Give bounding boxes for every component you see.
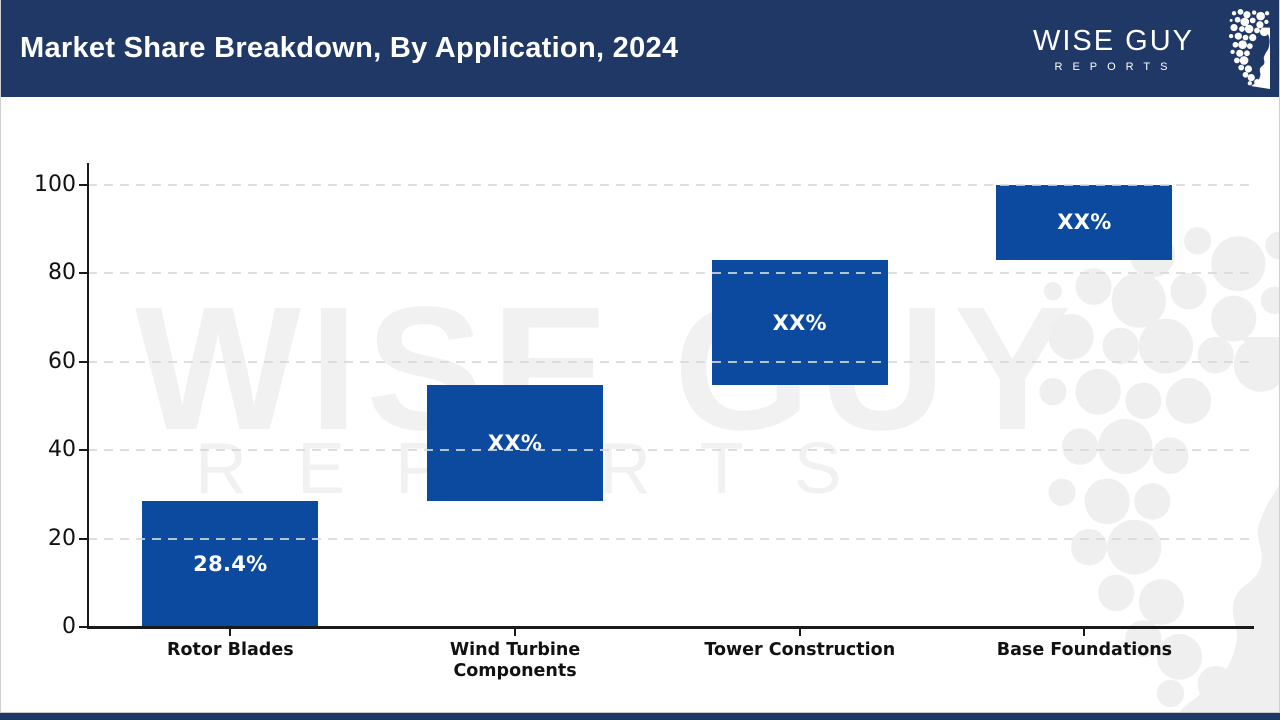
bar-value-label: 28.4% bbox=[193, 552, 268, 577]
page-title: Market Share Breakdown, By Application, … bbox=[20, 32, 679, 64]
grid-line bbox=[88, 272, 1253, 274]
grid-line bbox=[88, 183, 1253, 186]
x-axis-tick bbox=[798, 629, 801, 636]
y-axis-tick-label: 0 bbox=[62, 614, 76, 639]
x-axis-category-label: Wind Turbine Components bbox=[449, 640, 581, 681]
x-axis-tick bbox=[1083, 629, 1086, 636]
y-axis-tick-label: 60 bbox=[48, 348, 76, 374]
bar-segment: XX% bbox=[427, 385, 604, 502]
y-axis-tick-label: 100 bbox=[34, 171, 76, 197]
footer-bar bbox=[0, 712, 1280, 720]
bar-value-label: XX% bbox=[772, 310, 827, 335]
y-axis-line bbox=[87, 163, 89, 629]
x-axis-category-label: Rotor Blades bbox=[167, 640, 294, 660]
page-border-left bbox=[0, 0, 1, 720]
grid-line bbox=[88, 449, 1253, 451]
y-axis-tick-label: 20 bbox=[48, 525, 76, 551]
y-axis-tick bbox=[79, 272, 87, 274]
y-axis-tick bbox=[79, 360, 87, 363]
y-axis-tick bbox=[79, 626, 87, 628]
x-axis-tick bbox=[229, 629, 232, 636]
header-bar: Market Share Breakdown, By Application, … bbox=[0, 0, 1280, 97]
grid-line bbox=[88, 360, 1253, 363]
x-axis-category-label: Tower Construction bbox=[704, 640, 896, 660]
bar-value-label: XX% bbox=[1057, 210, 1112, 235]
x-axis-tick bbox=[514, 629, 517, 636]
y-axis-tick bbox=[79, 183, 87, 186]
bar-segment: 28.4% bbox=[142, 501, 319, 627]
x-axis-category-label: Base Foundations bbox=[996, 640, 1173, 660]
brand-name: WISE GUY bbox=[1032, 25, 1194, 57]
brand-logo-text: WISE GUY REPORTS bbox=[1033, 25, 1194, 73]
bar-segment: XX% bbox=[711, 259, 888, 386]
brand-logo: WISE GUY REPORTS bbox=[1033, 7, 1270, 91]
grid-line bbox=[88, 537, 1253, 540]
brand-subname: REPORTS bbox=[1054, 61, 1178, 73]
bar-value-label: XX% bbox=[487, 431, 543, 456]
watermark-head-icon bbox=[1039, 218, 1280, 720]
y-axis-tick bbox=[79, 537, 87, 540]
x-axis-line bbox=[87, 626, 1254, 629]
bar-segment: XX% bbox=[996, 184, 1173, 260]
y-axis-tick-label: 40 bbox=[48, 437, 76, 462]
y-axis-tick-label: 80 bbox=[48, 260, 76, 285]
brand-head-icon bbox=[1228, 9, 1270, 89]
y-axis-tick bbox=[79, 449, 87, 451]
